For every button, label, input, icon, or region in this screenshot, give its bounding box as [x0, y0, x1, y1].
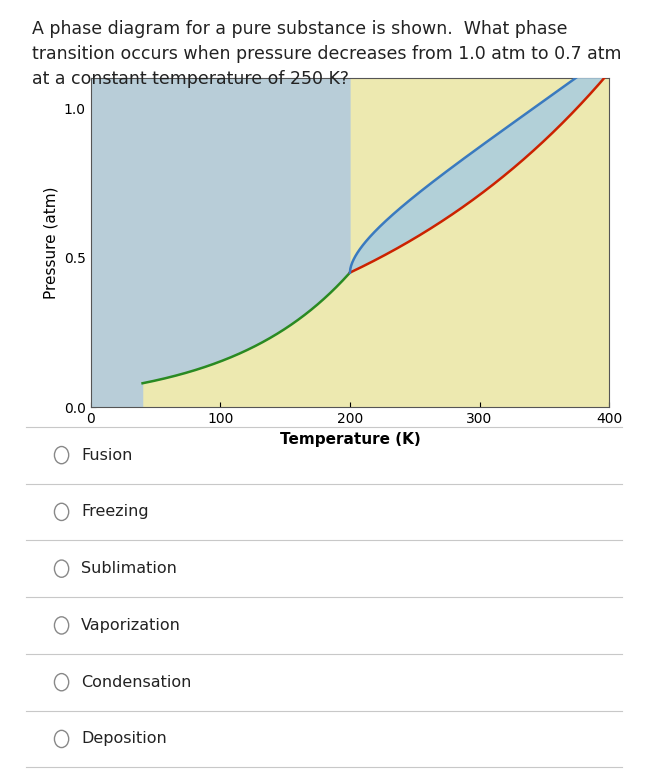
Text: Freezing: Freezing	[81, 504, 148, 519]
Text: Condensation: Condensation	[81, 675, 191, 690]
X-axis label: Temperature (K): Temperature (K)	[279, 431, 421, 446]
Text: Deposition: Deposition	[81, 731, 167, 746]
Text: Sublimation: Sublimation	[81, 561, 177, 576]
Polygon shape	[91, 78, 350, 407]
Text: Fusion: Fusion	[81, 448, 132, 463]
Text: A phase diagram for a pure substance is shown.  What phase
transition occurs whe: A phase diagram for a pure substance is …	[32, 20, 622, 88]
Y-axis label: Pressure (atm): Pressure (atm)	[43, 186, 58, 299]
Polygon shape	[350, 63, 609, 272]
Text: Vaporization: Vaporization	[81, 618, 181, 633]
